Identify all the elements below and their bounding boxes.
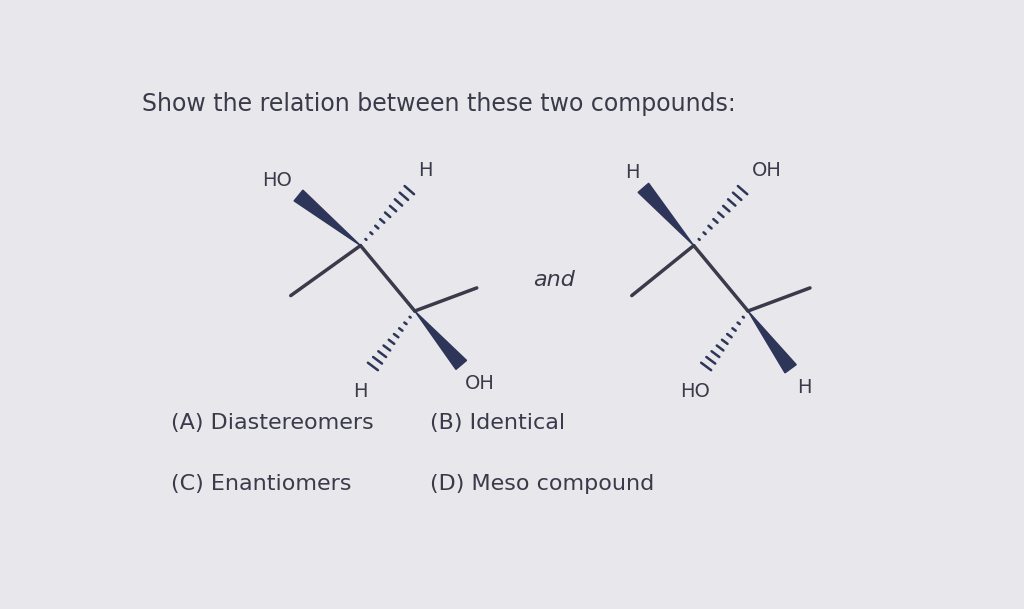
Polygon shape [415,311,467,370]
Text: (A) Diastereomers: (A) Diastereomers [171,413,374,432]
Text: H: H [797,378,811,397]
Text: H: H [419,161,433,180]
Text: (B) Identical: (B) Identical [430,413,565,432]
Polygon shape [638,183,693,245]
Text: H: H [353,382,368,401]
Text: (D) Meso compound: (D) Meso compound [430,474,654,495]
Text: HO: HO [262,171,292,190]
Text: H: H [625,163,640,183]
Text: OH: OH [465,374,495,393]
Polygon shape [748,311,797,373]
Text: and: and [534,270,575,290]
Text: Show the relation between these two compounds:: Show the relation between these two comp… [142,91,735,116]
Text: OH: OH [752,161,781,180]
Text: HO: HO [680,382,711,401]
Text: (C) Enantiomers: (C) Enantiomers [171,474,351,495]
Polygon shape [294,190,360,245]
